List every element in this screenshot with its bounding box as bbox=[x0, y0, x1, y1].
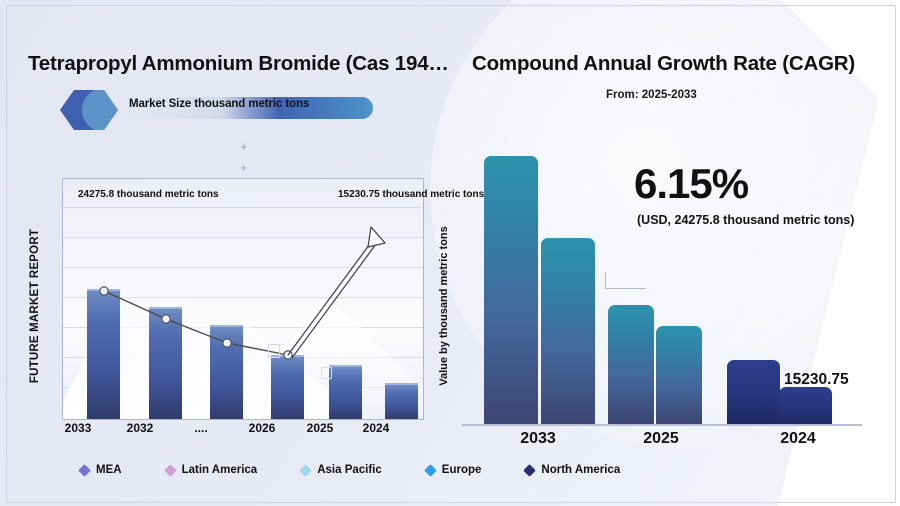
xtick-2025: 2025 bbox=[306, 421, 334, 435]
brand-logo-icon bbox=[60, 90, 118, 130]
xtick-right-2025: 2025 bbox=[643, 430, 679, 447]
bar-2032 bbox=[149, 307, 182, 419]
legend-label: Asia Pacific bbox=[317, 464, 382, 476]
legend-item-asia-pacific[interactable]: Asia Pacific bbox=[299, 463, 382, 477]
xtick-2032: 2032 bbox=[126, 421, 154, 435]
legend: MEA Latin America Asia Pacific Europe No… bbox=[78, 463, 820, 477]
xtick-right-2033: 2033 bbox=[520, 430, 556, 447]
legend-item-europe[interactable]: Europe bbox=[423, 463, 482, 477]
watermark-icon-2 bbox=[321, 367, 332, 379]
annotation-end-value: 15230.75 thousand metric tons bbox=[338, 189, 485, 200]
bar-2033 bbox=[87, 289, 120, 419]
bar-2033-primary bbox=[484, 156, 538, 424]
page-title-right: Compound Annual Growth Rate (CAGR) bbox=[472, 52, 856, 75]
logo-gradient-pill bbox=[128, 97, 373, 119]
gridline bbox=[63, 297, 423, 298]
legend-label: Latin America bbox=[181, 464, 258, 476]
bracket-decoration bbox=[605, 272, 646, 289]
annotation-start-value: 24275.8 thousand metric tons bbox=[78, 189, 219, 200]
legend-marker-icon bbox=[78, 463, 91, 477]
legend-marker-icon bbox=[523, 463, 537, 477]
page-title-left: Tetrapropyl Ammonium Bromide (Cas 194… bbox=[28, 52, 449, 75]
bar-2024-primary bbox=[727, 360, 780, 424]
legend-marker-icon bbox=[423, 463, 437, 477]
cagr-subtitle: (USD, 24275.8 thousand metric tons) bbox=[637, 213, 855, 227]
cagr-value: 6.15% bbox=[634, 160, 749, 207]
gridline bbox=[63, 207, 423, 208]
xtick-dots: .... bbox=[194, 421, 208, 435]
gridline bbox=[63, 237, 423, 238]
legend-label: MEA bbox=[96, 464, 122, 476]
legend-item-latin-america[interactable]: Latin America bbox=[163, 463, 258, 477]
xtick-2024: 2024 bbox=[362, 421, 390, 435]
bar-2025-primary bbox=[608, 305, 654, 424]
plus-decoration-1: + bbox=[240, 139, 248, 154]
watermark-icon-1 bbox=[268, 344, 280, 358]
xtick-2026: 2026 bbox=[248, 421, 276, 435]
logo-caption: Market Size thousand metric tons bbox=[129, 98, 310, 110]
brand-vertical-label: FUTURE MARKET REPORT bbox=[29, 228, 41, 384]
bar-2025-secondary bbox=[656, 326, 702, 424]
bar-2033-secondary bbox=[541, 238, 595, 424]
growth-arrow-icon bbox=[287, 226, 386, 359]
market-size-chart bbox=[62, 178, 424, 420]
legend-marker-icon bbox=[299, 463, 313, 477]
value-callout: 15230.75 bbox=[784, 371, 849, 388]
bar-2024 bbox=[385, 383, 418, 419]
legend-marker-icon bbox=[163, 463, 177, 477]
bar-2024-secondary bbox=[779, 387, 832, 424]
period-label: From: 2025-2033 bbox=[606, 89, 697, 101]
legend-label: Europe bbox=[441, 464, 482, 476]
bar-2025 bbox=[329, 365, 362, 419]
xtick-2033: 2033 bbox=[64, 421, 92, 435]
legend-item-north-america[interactable]: North America bbox=[523, 463, 621, 477]
legend-item-mea[interactable]: MEA bbox=[78, 463, 122, 477]
gridline bbox=[63, 267, 423, 268]
y-axis-title: Value by thousand metric tons bbox=[438, 226, 450, 386]
xtick-right-2024: 2024 bbox=[780, 430, 816, 447]
right-chart-baseline bbox=[462, 424, 862, 426]
plus-decoration-2: + bbox=[240, 160, 248, 175]
legend-label: North America bbox=[541, 464, 621, 476]
